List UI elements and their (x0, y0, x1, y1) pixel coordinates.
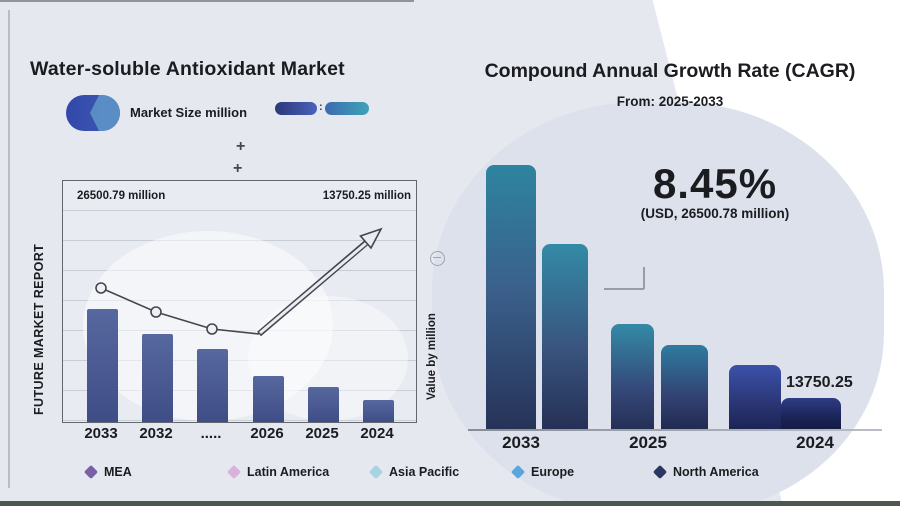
legend-item-mea: MEA (83, 464, 132, 480)
x-label-2026: 2026 (250, 425, 284, 442)
cagr-bar-2033-b (542, 244, 588, 431)
legend-label: Europe (531, 465, 575, 479)
legend-item-asia-pacific: Asia Pacific (368, 464, 460, 480)
future-market-report-watermark: FUTURE MARKET REPORT (32, 243, 46, 415)
cagr-bar-2033-a (486, 165, 536, 431)
market-size-legend-label: Market Size million (130, 105, 248, 120)
legend-label: Asia Pacific (389, 465, 460, 479)
right-panel-subtitle: From: 2025-2033 (616, 94, 724, 109)
legend-label: Latin America (247, 465, 330, 479)
gradient-pill-icon-left (275, 102, 317, 115)
cagr-bar-2025-a (611, 324, 654, 431)
diamond-bullet-icon (226, 464, 242, 480)
plus-icon: + (236, 138, 246, 155)
pill-separator: : (319, 101, 323, 113)
x-label-2033: 2033 (502, 433, 540, 452)
trend-arrow-icon (359, 227, 383, 250)
bar-2026 (253, 376, 284, 422)
market-size-icon (66, 95, 120, 131)
trend-line-overlay (95, 227, 383, 337)
gradient-pill-icon-right (325, 102, 369, 115)
legend-label: MEA (104, 465, 132, 479)
bar-2024 (363, 400, 394, 422)
x-label-2024: 2024 (360, 425, 394, 442)
cagr-bar-2024-a (729, 365, 781, 431)
bar-2025 (308, 387, 339, 422)
bar-2033 (87, 309, 118, 422)
legend-item-europe: Europe (510, 464, 575, 480)
legend-label: North America (673, 465, 759, 479)
bar-middle-years (197, 349, 228, 422)
diamond-bullet-icon (510, 464, 526, 480)
left-panel-title: Water-soluble Antioxidant Market (30, 58, 345, 80)
x-label-2025: 2025 (629, 433, 667, 452)
diamond-bullet-icon (83, 464, 99, 480)
right-panel-title: Compound Annual Growth Rate (CAGR) (484, 60, 856, 82)
diamond-bullet-icon (652, 464, 668, 480)
cagr-bar-2025-b (661, 345, 708, 431)
cagr-bar-2024-b (781, 398, 841, 431)
chart-start-value: 26500.79 million (77, 190, 166, 202)
legend-item-latin-america: Latin America (226, 464, 330, 480)
x-label-2033: 2033 (84, 425, 118, 442)
plus-icon: + (233, 160, 243, 177)
cagr-percentage: 8.45% (652, 160, 778, 207)
frame-left-line (8, 10, 10, 488)
diamond-bullet-icon (368, 464, 384, 480)
x-label-2025: 2025 (305, 425, 339, 442)
bar-2032 (142, 334, 173, 422)
y-axis-label: Value by million (426, 313, 438, 400)
legend-item-north-america: North America (652, 464, 759, 480)
x-axis-line (468, 429, 882, 431)
cagr-note: (USD, 26500.78 million) (640, 206, 790, 221)
market-size-chart: 26500.79 million 13750.25 million (62, 180, 417, 423)
corner-bracket-decoration (604, 288, 644, 290)
market-size-icon-facet (90, 95, 120, 131)
frame-top-line (0, 0, 414, 2)
minus-circle-icon (430, 251, 445, 266)
x-label-dots: ..... (200, 425, 222, 442)
bar-value-label: 13750.25 (786, 374, 853, 391)
x-label-2024: 2024 (796, 433, 834, 452)
x-label-2032: 2032 (139, 425, 173, 442)
bottom-edge-strip (0, 501, 900, 506)
chart-end-value: 13750.25 million (322, 190, 411, 202)
corner-bracket-decoration (643, 267, 645, 289)
